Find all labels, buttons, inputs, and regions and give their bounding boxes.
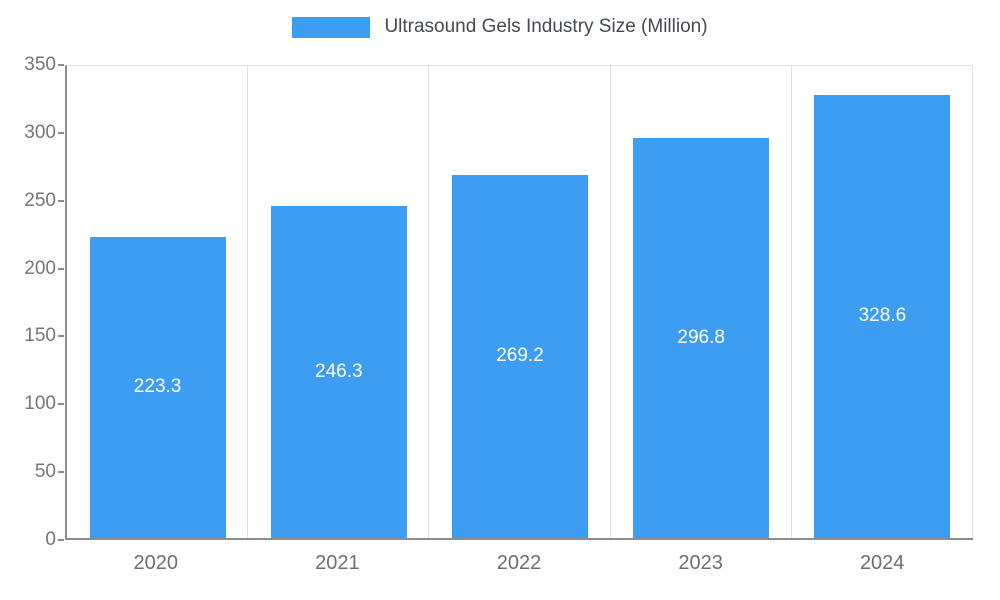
vertical-gridline: [790, 66, 792, 538]
y-tick-mark: [58, 403, 64, 406]
vertical-gridline: [247, 66, 249, 538]
y-tick-mark: [58, 267, 64, 270]
y-tick-mark: [58, 64, 64, 66]
y-tick-label: 150: [24, 325, 56, 347]
y-tick-label: 250: [24, 189, 56, 211]
x-tick-label-2021: 2021: [315, 552, 360, 574]
y-axis: 0 50 100 150 200 250 300 350: [0, 54, 64, 550]
x-tick-label-2022: 2022: [496, 552, 542, 574]
legend-label: Ultrasound Gels Industry Size (Million): [384, 16, 708, 37]
legend: Ultrasound Gels Industry Size (Million): [0, 16, 1000, 38]
x-axis: 2020 2021 2022 2023 2024: [65, 552, 973, 582]
bar-value-label: 223.3: [133, 376, 182, 398]
y-tick-mark: [58, 539, 64, 541]
bar-2023: 296.8: [633, 137, 770, 538]
y-tick-mark: [58, 471, 64, 474]
bar-2024: 328.6: [814, 94, 951, 538]
vertical-gridline: [428, 66, 430, 538]
y-tick-label: 350: [24, 54, 56, 75]
x-tick-label-2024: 2024: [859, 552, 905, 574]
y-tick-label: 50: [34, 461, 56, 483]
bar-value-label: 328.6: [858, 305, 907, 327]
bar-2020: 223.3: [89, 236, 226, 538]
bar-value-label: 246.3: [315, 360, 363, 382]
y-tick-label: 200: [24, 257, 56, 279]
vertical-gridline: [609, 66, 611, 538]
y-tick-mark: [58, 335, 64, 338]
bar-value-label: 296.8: [677, 326, 725, 348]
y-tick-mark: [58, 131, 64, 134]
x-tick-label-2023: 2023: [678, 552, 723, 574]
y-tick-label: 300: [24, 121, 56, 143]
y-tick-label: 100: [24, 393, 56, 415]
vertical-gridline: [972, 66, 973, 538]
x-tick-label-2020: 2020: [133, 552, 179, 574]
y-tick-label: 0: [45, 529, 56, 550]
bar-2022: 269.2: [452, 174, 588, 538]
bar-value-label: 269.2: [496, 345, 544, 367]
legend-swatch: [292, 16, 371, 38]
bar-2021: 246.3: [270, 205, 407, 538]
y-tick-mark: [58, 199, 64, 202]
plot-area: 223.3 246.3 269.2 296.8 328.6: [65, 65, 973, 540]
